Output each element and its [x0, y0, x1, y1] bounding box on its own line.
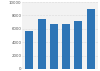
- Bar: [74, 21, 82, 69]
- Bar: [87, 9, 94, 69]
- Bar: [50, 24, 58, 69]
- Bar: [62, 24, 70, 69]
- Bar: [38, 19, 46, 69]
- Bar: [26, 31, 33, 69]
